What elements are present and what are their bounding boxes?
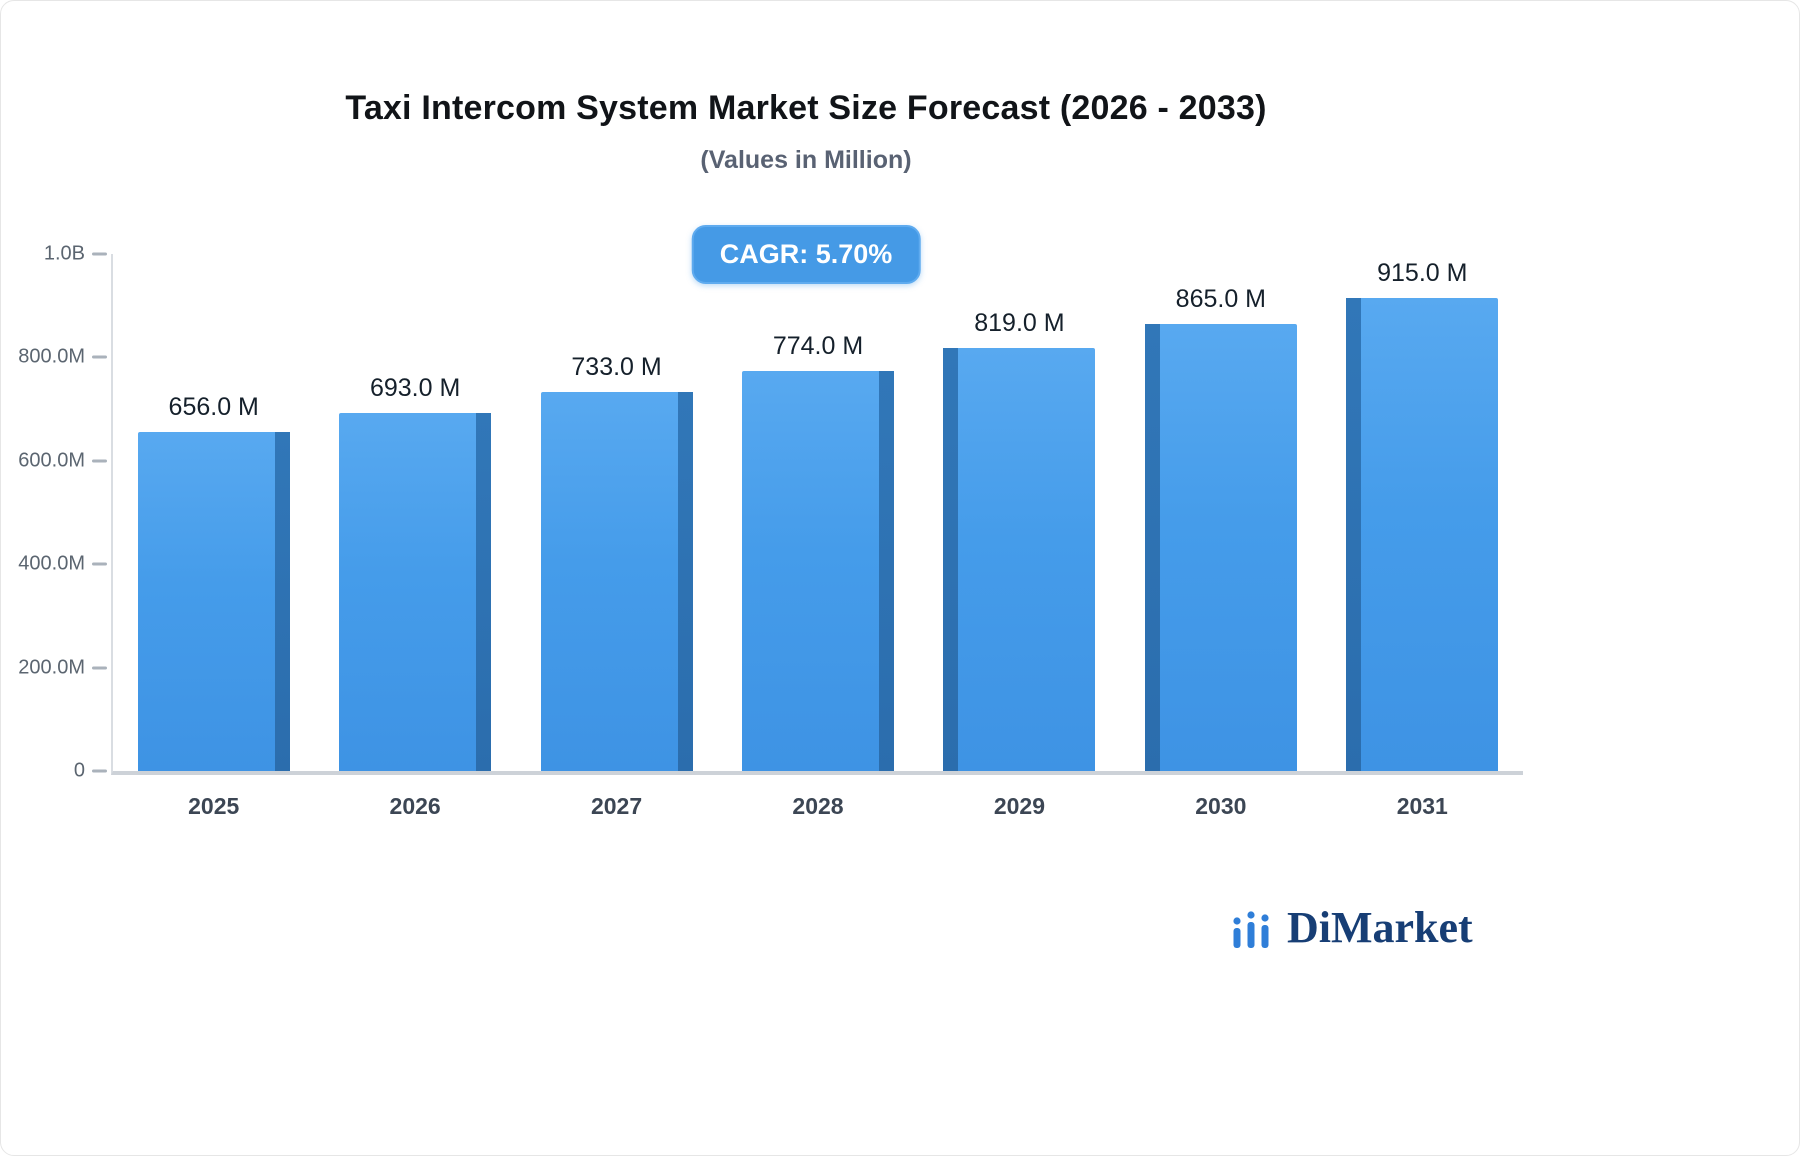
x-axis-label: 2028 xyxy=(792,793,844,819)
logo-text: DiMarket xyxy=(1287,903,1473,952)
cagr-badge: CAGR: 5.70% xyxy=(691,225,921,284)
brand-logo: DiMarket xyxy=(1229,904,1473,950)
chart-header: Taxi Intercom System Market Size Forecas… xyxy=(1,89,1611,175)
y-axis-tick-mark xyxy=(92,769,107,773)
bar-2026 xyxy=(339,413,492,771)
y-axis-label: 0 xyxy=(74,760,113,783)
bar-value-label: 819.0 M xyxy=(974,309,1065,337)
bar-2028 xyxy=(742,371,894,771)
bar-2031 xyxy=(1346,298,1499,771)
x-axis-label: 2031 xyxy=(1396,793,1448,819)
logo-bars-icon xyxy=(1233,911,1269,948)
bar-side-shade xyxy=(274,432,290,771)
bar-side-shade xyxy=(1144,324,1160,771)
y-axis-label: 200.0M xyxy=(18,656,113,679)
y-axis-tick-text: 200.0M xyxy=(18,656,85,679)
y-axis-tick-text: 600.0M xyxy=(18,449,85,472)
chart-title: Taxi Intercom System Market Size Forecas… xyxy=(345,89,1267,127)
y-axis-tick-mark xyxy=(92,562,107,566)
y-axis-label: 1.0B xyxy=(44,243,113,266)
y-axis-tick-mark xyxy=(92,355,107,359)
y-axis-tick-text: 1.0B xyxy=(43,242,85,265)
cagr-label: CAGR: 5.70% xyxy=(719,239,893,269)
bar-value-label: 733.0 M xyxy=(571,353,662,381)
y-axis-tick-text: 400.0M xyxy=(18,552,85,575)
bar-2030 xyxy=(1144,324,1297,771)
bar-side-shade xyxy=(943,348,959,771)
x-axis-label: 2025 xyxy=(188,793,240,819)
y-axis-tick-mark xyxy=(92,252,107,256)
chart-subtitle: (Values in Million) xyxy=(700,146,912,174)
bar-value-label: 693.0 M xyxy=(369,374,461,402)
y-axis-label: 800.0M xyxy=(18,346,113,369)
y-axis-tick-mark xyxy=(92,666,107,670)
bar-value-label: 865.0 M xyxy=(1175,285,1267,313)
bar-side-shade xyxy=(677,392,693,771)
bar-value-label: 915.0 M xyxy=(1377,259,1468,287)
bar-2029 xyxy=(943,348,1096,771)
bar-value-label: 656.0 M xyxy=(168,393,259,421)
y-axis-tick-text: 800.0M xyxy=(18,345,85,368)
bar-side-shade xyxy=(1346,298,1362,771)
x-axis-label: 2029 xyxy=(993,793,1045,819)
x-axis-label: 2026 xyxy=(389,793,441,819)
bar-side-shade xyxy=(476,413,492,771)
bar-side-shade xyxy=(879,371,894,771)
y-axis-tick-mark xyxy=(92,459,107,463)
bar-value-label: 774.0 M xyxy=(772,332,864,360)
x-axis-label: 2027 xyxy=(590,793,643,819)
y-axis-label: 400.0M xyxy=(18,553,113,576)
bar-2025 xyxy=(137,432,290,771)
y-axis-label: 600.0M xyxy=(18,449,113,472)
x-axis-label: 2030 xyxy=(1195,793,1247,819)
plot-area: 0 200.0M 400.0M 600.0M 800.0M 1.0B 656.0 M 2025… xyxy=(18,243,1523,819)
bar-2027 xyxy=(540,392,693,771)
y-axis-tick-text: 0 xyxy=(73,759,85,782)
